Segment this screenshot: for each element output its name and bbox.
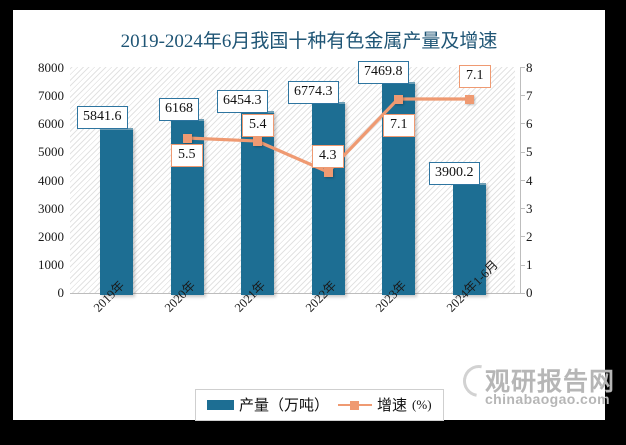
y-axis-right-tick: 7 <box>526 88 533 103</box>
y-axis-right-tick: 5 <box>526 144 533 159</box>
legend-label-growth-unit: (%) <box>412 396 432 412</box>
y-axis-left-tick: 8000 <box>38 60 64 75</box>
chart-legend: 产量（万吨） 增速 (%) <box>195 389 444 421</box>
line-value-2023: 7.1 <box>383 114 415 137</box>
bar-value-2019: 5841.6 <box>77 106 128 129</box>
y-axis-right-tick: 3 <box>526 201 533 216</box>
line-marker-2024h1[interactable] <box>465 95 474 104</box>
y-axis-left-tick: 4000 <box>38 173 64 188</box>
bar-value-2023: 7469.8 <box>358 61 409 84</box>
bar-value-2020: 6168 <box>159 98 199 121</box>
y-axis-left-tick: 0 <box>57 285 65 300</box>
y-axis-left-tick: 6000 <box>38 116 64 131</box>
y-axis-right-tick: 0 <box>526 285 533 300</box>
y-axis-right-tick: 8 <box>526 60 533 75</box>
line-marker-2022[interactable] <box>324 168 333 177</box>
bar-2019[interactable] <box>100 128 133 295</box>
line-value-2020: 5.5 <box>171 144 203 167</box>
bar-value-2021: 6454.3 <box>217 90 268 113</box>
chart-title: 2019-2024年6月我国十种有色金属产量及增速 <box>120 31 498 52</box>
y-axis-left-tick: 1000 <box>38 257 64 272</box>
legend-item-output[interactable]: 产量（万吨） <box>207 394 329 415</box>
legend-line-swatch-icon <box>338 400 373 410</box>
y-axis-left-tick: 2000 <box>38 229 64 244</box>
x-axis-line <box>70 293 522 294</box>
y-axis-right-tick: 1 <box>526 257 533 272</box>
legend-bar-swatch-icon <box>207 399 234 410</box>
watermark-logo-icon <box>456 358 502 404</box>
y-axis-left: 8000 7000 6000 5000 4000 3000 2000 1000 … <box>17 10 64 445</box>
y-axis-right-tick: 2 <box>526 229 533 244</box>
growth-rate-line <box>185 97 471 174</box>
line-value-2022: 4.3 <box>312 145 344 168</box>
legend-label-growth: 增速 <box>377 398 408 414</box>
line-value-2021: 5.4 <box>242 114 274 137</box>
y-axis-left-tick: 3000 <box>38 201 64 216</box>
y-axis-left-tick: 7000 <box>38 88 64 103</box>
legend-item-growth[interactable]: 增速 (%) <box>338 394 432 415</box>
screenshot-frame: 2019-2024年6月我国十种有色金属产量及增速 8000 7000 6000… <box>13 10 615 421</box>
line-marker-2021[interactable] <box>253 137 262 146</box>
chart-card: 2019-2024年6月我国十种有色金属产量及增速 8000 7000 6000… <box>13 10 614 421</box>
legend-label-output: 产量（万吨） <box>239 398 330 414</box>
line-value-2024h1: 7.1 <box>459 65 491 88</box>
y-axis-right-tick: 6 <box>526 116 533 131</box>
bar-value-2022: 6774.3 <box>288 81 339 104</box>
bar-2022[interactable] <box>312 102 345 295</box>
y-axis-left-tick: 5000 <box>38 144 64 159</box>
bar-value-2024h1: 3900.2 <box>429 162 480 185</box>
y-axis-right: 8 7 6 5 4 3 2 1 0 <box>526 10 566 445</box>
y-axis-right-tick: 4 <box>526 173 533 188</box>
line-marker-2020[interactable] <box>183 134 192 143</box>
line-marker-2023[interactable] <box>394 95 403 104</box>
